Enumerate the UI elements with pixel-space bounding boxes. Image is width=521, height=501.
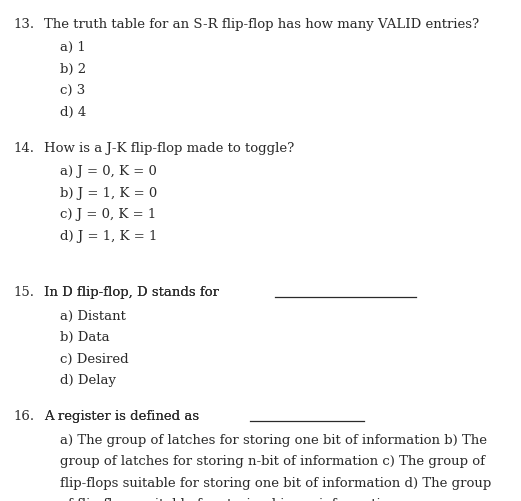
Text: The truth table for an S-R flip-flop has how many VALID entries?: The truth table for an S-R flip-flop has… bbox=[44, 18, 479, 31]
Text: b) Data: b) Data bbox=[60, 331, 109, 344]
Text: of flip-flops suitable for storing binary information: of flip-flops suitable for storing binar… bbox=[60, 497, 397, 501]
Text: 14.: 14. bbox=[13, 141, 34, 154]
Text: c) Desired: c) Desired bbox=[60, 352, 129, 365]
Text: 13.: 13. bbox=[13, 18, 34, 31]
Text: 15.: 15. bbox=[13, 286, 34, 299]
Text: How is a J-K flip-flop made to toggle?: How is a J-K flip-flop made to toggle? bbox=[44, 141, 294, 154]
Text: group of latches for storing n-bit of information c) The group of: group of latches for storing n-bit of in… bbox=[60, 454, 485, 467]
Text: a) Distant: a) Distant bbox=[60, 309, 126, 322]
Text: b) J = 1, K = 0: b) J = 1, K = 0 bbox=[60, 186, 157, 199]
Text: d) 4: d) 4 bbox=[60, 106, 86, 119]
Text: a) 1: a) 1 bbox=[60, 41, 85, 54]
Text: 16.: 16. bbox=[13, 409, 34, 422]
Text: A register is defined as: A register is defined as bbox=[44, 409, 200, 422]
Text: a) The group of latches for storing one bit of information b) The: a) The group of latches for storing one … bbox=[60, 433, 487, 446]
Text: d) J = 1, K = 1: d) J = 1, K = 1 bbox=[60, 229, 157, 242]
Text: a) J = 0, K = 0: a) J = 0, K = 0 bbox=[60, 165, 157, 178]
Text: In D flip-flop, D stands for: In D flip-flop, D stands for bbox=[44, 286, 219, 299]
Text: b) 2: b) 2 bbox=[60, 63, 86, 76]
Text: In D flip-flop, D stands for: In D flip-flop, D stands for bbox=[44, 286, 219, 299]
Text: c) J = 0, K = 1: c) J = 0, K = 1 bbox=[60, 208, 156, 221]
Text: d) Delay: d) Delay bbox=[60, 374, 116, 387]
Text: flip-flops suitable for storing one bit of information d) The group: flip-flops suitable for storing one bit … bbox=[60, 476, 491, 489]
Text: A register is defined as: A register is defined as bbox=[44, 409, 200, 422]
Text: c) 3: c) 3 bbox=[60, 84, 85, 97]
